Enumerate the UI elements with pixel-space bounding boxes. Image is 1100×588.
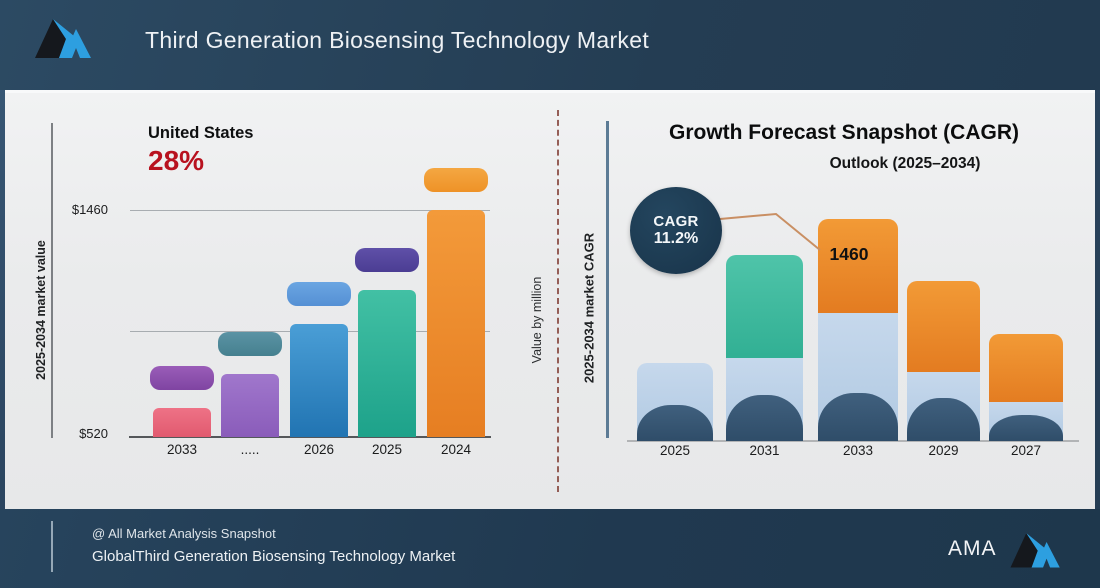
left-x-label-2026: 2026 xyxy=(303,442,335,457)
right-bar-top-2029 xyxy=(907,280,980,380)
left-bar-2033 xyxy=(153,408,211,437)
right-chart-title: Growth Forecast Snapshot (CAGR) xyxy=(668,121,1020,144)
left-x-label-2024: 2024 xyxy=(440,442,472,457)
footer-divider-rule xyxy=(51,521,53,572)
right-bar-top-2031 xyxy=(726,254,803,367)
right-bar-top-2027 xyxy=(989,333,1063,411)
footer-band xyxy=(0,509,1100,588)
right-bar-base-2025 xyxy=(637,404,713,441)
left-bar-cap-2024 xyxy=(424,168,488,192)
cagr-badge-value: 11.2% xyxy=(653,230,699,247)
left-bar-cap-2025 xyxy=(355,247,419,272)
right-chart-subtitle: Outlook (2025–2034) xyxy=(829,155,981,172)
right-chart-baseline xyxy=(627,440,1079,442)
right-x-label-2033: 2033 xyxy=(842,443,874,458)
left-x-label-.....: ..... xyxy=(240,442,260,457)
right-x-label-2027: 2027 xyxy=(1010,443,1042,458)
page-title: Third Generation Biosensing Technology M… xyxy=(145,27,650,53)
footer-market-text: GlobalThird Generation Biosensing Techno… xyxy=(92,548,456,565)
region-label: United States xyxy=(148,124,254,142)
left-bar-2026 xyxy=(290,323,348,437)
left-bar-cap-2033 xyxy=(150,366,214,390)
left-gridline-1460 xyxy=(130,210,490,211)
footer-snapshot-text: @ All Market Analysis Snapshot xyxy=(92,526,276,541)
left-bar-cap-..... xyxy=(218,332,282,357)
footer-ama-logo-icon xyxy=(1010,533,1060,568)
left-bar-cap-2026 xyxy=(287,281,351,306)
right-bar-base-2031 xyxy=(726,395,803,441)
cagr-highlight-value: 28% xyxy=(148,145,205,176)
footer-brand-text: AMA xyxy=(948,537,997,560)
cagr-badge: CAGR 11.2% xyxy=(630,187,722,274)
chart-divider xyxy=(557,110,559,492)
right-x-label-2031: 2031 xyxy=(749,443,780,458)
right-bar-base-2027 xyxy=(989,415,1063,441)
right-x-label-2025: 2025 xyxy=(659,443,691,458)
left-bar-2024 xyxy=(427,210,485,437)
header-band xyxy=(0,0,1100,90)
right-chart-y-axis xyxy=(606,121,609,438)
right-bar-base-2033 xyxy=(818,393,898,441)
right-bar-top-2033 xyxy=(818,219,898,322)
cagr-badge-label: CAGR xyxy=(653,213,699,230)
left-bar-..... xyxy=(221,374,279,437)
value-by-million-label: Value by million xyxy=(530,276,544,364)
ama-logo-icon xyxy=(35,19,91,58)
left-chart-y-axis xyxy=(51,123,53,438)
y-tick-1460: $1460 xyxy=(71,202,108,217)
left-x-label-2033: 2033 xyxy=(166,442,198,457)
right-y-axis-title: 2025-2034 market CAGR xyxy=(581,232,597,384)
right-bar-base-2029 xyxy=(907,397,980,441)
left-x-label-2025: 2025 xyxy=(371,442,403,457)
left-bar-2025 xyxy=(358,289,416,437)
y-tick-520: $520 xyxy=(79,426,108,441)
right-x-label-2029: 2029 xyxy=(928,443,959,458)
left-chart-baseline xyxy=(129,436,491,438)
peak-value-annotation: 1460 xyxy=(829,244,869,264)
left-y-axis-title: 2025-2034 market value xyxy=(34,240,48,380)
